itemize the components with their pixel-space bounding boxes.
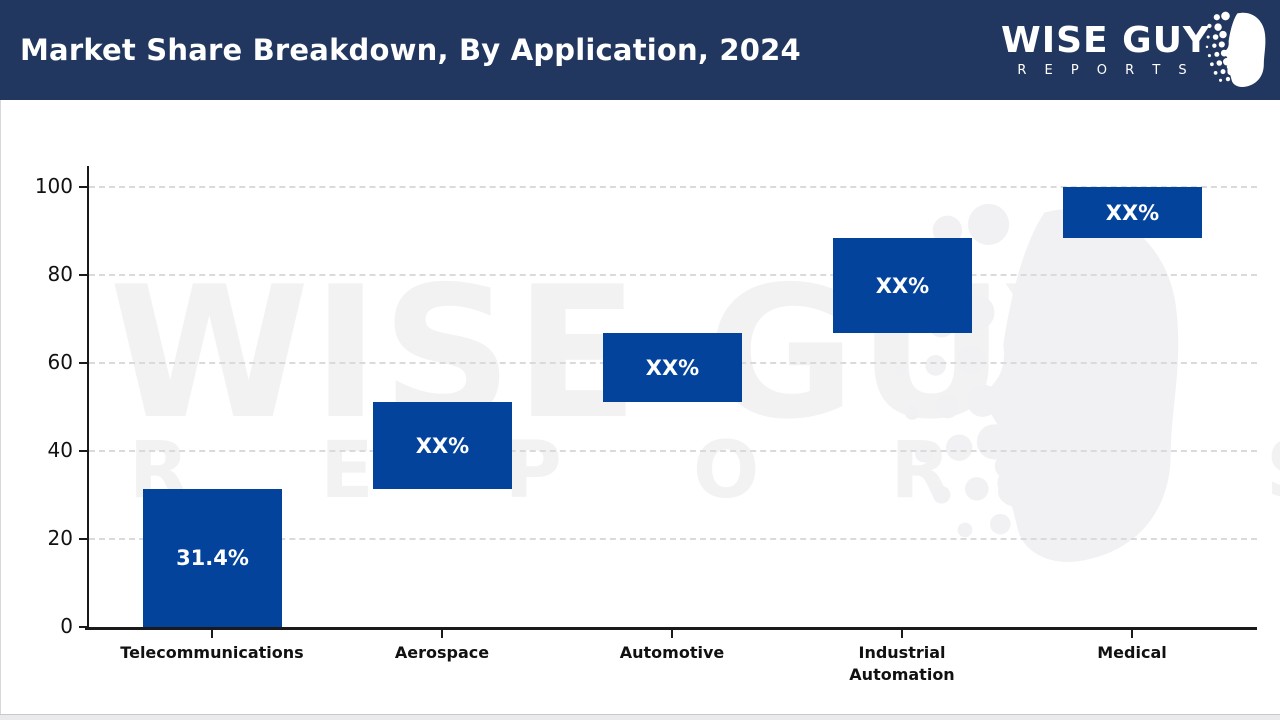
x-axis-tick-mark: [671, 630, 673, 638]
y-axis-tick-mark: [79, 186, 87, 188]
bar-aerospace: XX%: [373, 402, 512, 489]
bar-value-label: XX%: [875, 273, 930, 298]
y-axis-tick-label: 60: [47, 350, 73, 374]
y-axis-tick-mark: [79, 362, 87, 364]
y-axis-tick-label: 20: [47, 526, 73, 550]
wiseguy-face-icon: [1205, 11, 1266, 88]
brand-logo: WISE GUY R E P O R T S: [1001, 9, 1270, 91]
x-axis-category-label: Industrial Automation: [849, 643, 955, 684]
y-axis-tick-mark: [79, 274, 87, 276]
gridline-y-100: [89, 186, 1257, 188]
x-axis-tick-mark: [1131, 630, 1133, 638]
y-axis-tick-label: 40: [47, 438, 73, 462]
plot-area: 0 20 40 60 80 100 31.4% Telecommunications XX% Ae…: [1, 100, 1280, 720]
gridline-y-80: [89, 274, 1257, 276]
x-axis-category-label: Aerospace: [394, 643, 490, 662]
bar-value-label: XX%: [1105, 200, 1160, 225]
bar-industrial-automation: XX%: [833, 238, 972, 333]
gridline-y-20: [89, 538, 1257, 540]
brand-subname: R E P O R T S: [1017, 62, 1194, 78]
y-axis-tick-mark: [79, 626, 87, 628]
chart-canvas: WISE GUY R E P O R T S 0 20 40 60 80 100 31.4%…: [0, 100, 1280, 720]
bar-value-label: XX%: [645, 355, 700, 380]
y-axis-tick-mark: [79, 450, 87, 452]
bar-value-label: 31.4%: [176, 546, 249, 570]
bottom-strip: [0, 714, 1280, 720]
y-axis-tick-mark: [79, 538, 87, 540]
x-axis-category-label: Automotive: [619, 643, 725, 662]
y-axis-line: [87, 166, 89, 630]
bar-value-label: XX%: [415, 433, 470, 458]
x-axis-category-label: Medical: [1097, 643, 1167, 662]
y-axis-tick-label: 100: [34, 174, 73, 198]
x-axis-tick-mark: [441, 630, 443, 638]
x-axis-category-label: Telecommunications: [120, 643, 304, 662]
x-axis-tick-mark: [901, 630, 903, 638]
page-title: Market Share Breakdown, By Application, …: [20, 33, 801, 67]
y-axis-tick-label: 80: [47, 262, 73, 286]
brand-logo-text: WISE GUY R E P O R T S: [1000, 19, 1210, 78]
bar-medical: XX%: [1063, 187, 1202, 238]
bar-telecommunications: 31.4%: [143, 489, 282, 627]
x-axis-line: [85, 627, 1257, 630]
y-axis-tick-label: 0: [60, 614, 73, 638]
x-axis-tick-mark: [211, 630, 213, 638]
gridline-y-40: [89, 450, 1257, 452]
header-bar: Market Share Breakdown, By Application, …: [0, 0, 1280, 100]
bar-automotive: XX%: [603, 333, 742, 402]
brand-name: WISE GUY: [1000, 19, 1210, 61]
